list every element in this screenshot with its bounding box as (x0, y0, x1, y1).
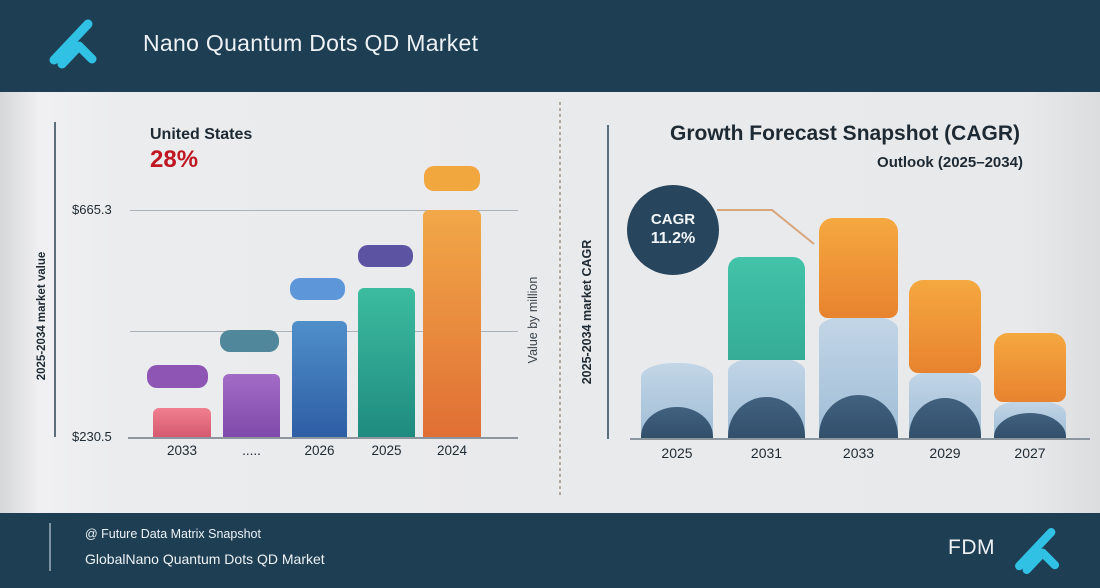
right-bar-accent-teal (728, 257, 805, 360)
cagr-badge: CAGR 11.2% (627, 185, 719, 275)
right-chart-panel: Growth Forecast Snapshot (CAGR) Outlook … (560, 92, 1100, 513)
left-chart-panel: 2025-2034 market value United States 28%… (0, 92, 560, 513)
cagr-badge-line2: 11.2% (650, 230, 696, 248)
right-x-label: 2031 (750, 445, 783, 461)
cagr-badge-line1: CAGR (650, 210, 696, 228)
left-bar-2033 (153, 408, 211, 437)
right-x-label: 2029 (929, 445, 961, 461)
panel-divider-dashed (559, 102, 561, 498)
left-tick-label: $230.5 (72, 429, 112, 444)
right-baseline-axis (630, 438, 1090, 440)
right-x-label: 2025 (661, 445, 693, 461)
left-chart-heading: United States (150, 126, 253, 143)
left-bar-cap (220, 330, 279, 352)
right-x-label: 2027 (1014, 445, 1046, 461)
left-x-label: 2026 (304, 443, 335, 458)
right-chart-subtitle: Outlook (2025–2034) (877, 154, 1023, 171)
left-chart-plot: $665.3 $230.5 2033..... 2026 2025 2024 (72, 166, 518, 458)
footer-subtitle: GlobalNano Quantum Dots QD Market (85, 551, 325, 567)
brand-logo-icon (49, 19, 97, 69)
right-bar-accent-orange (909, 280, 981, 373)
right-y-axis-line (607, 125, 609, 439)
footer-brand: FDM (948, 536, 995, 559)
left-bar-cap (424, 166, 480, 191)
left-bar-cap (358, 245, 413, 267)
callout-connector (717, 209, 815, 245)
footer-divider-line (49, 523, 51, 571)
left-bar-2024 (423, 210, 481, 437)
left-bar-cap (147, 365, 208, 388)
left-chart-pct: 28% (150, 146, 199, 173)
left-y-axis-line (54, 122, 56, 437)
right-bar-accent-orange (819, 218, 898, 318)
left-x-label: 2025 (371, 443, 402, 458)
left-gridline (130, 210, 518, 211)
right-bar-accent-orange (994, 333, 1066, 402)
left-bar- (223, 374, 280, 437)
left-x-label: 2024 (436, 443, 468, 458)
header-bar: Nano Quantum Dots QD Market (0, 0, 1100, 92)
left-x-label: 2033 (166, 443, 198, 458)
right-x-label: 2033 (842, 445, 875, 461)
right-chart-title: Growth Forecast Snapshot (CAGR) (669, 122, 1021, 145)
left-bar-2026 (292, 321, 347, 437)
left-baseline-axis (128, 437, 518, 439)
page-title: Nano Quantum Dots QD Market (143, 30, 479, 56)
left-bar-cap (290, 278, 345, 300)
footer-bar: @ Future Data Matrix Snapshot GlobalNano… (0, 513, 1100, 588)
left-tick-label: $665.3 (72, 202, 112, 217)
footer-brand-logo-icon (1015, 528, 1060, 574)
left-bar-2025 (358, 288, 415, 437)
left-x-label: ..... (242, 443, 261, 458)
footer-credit: @ Future Data Matrix Snapshot (85, 527, 261, 541)
